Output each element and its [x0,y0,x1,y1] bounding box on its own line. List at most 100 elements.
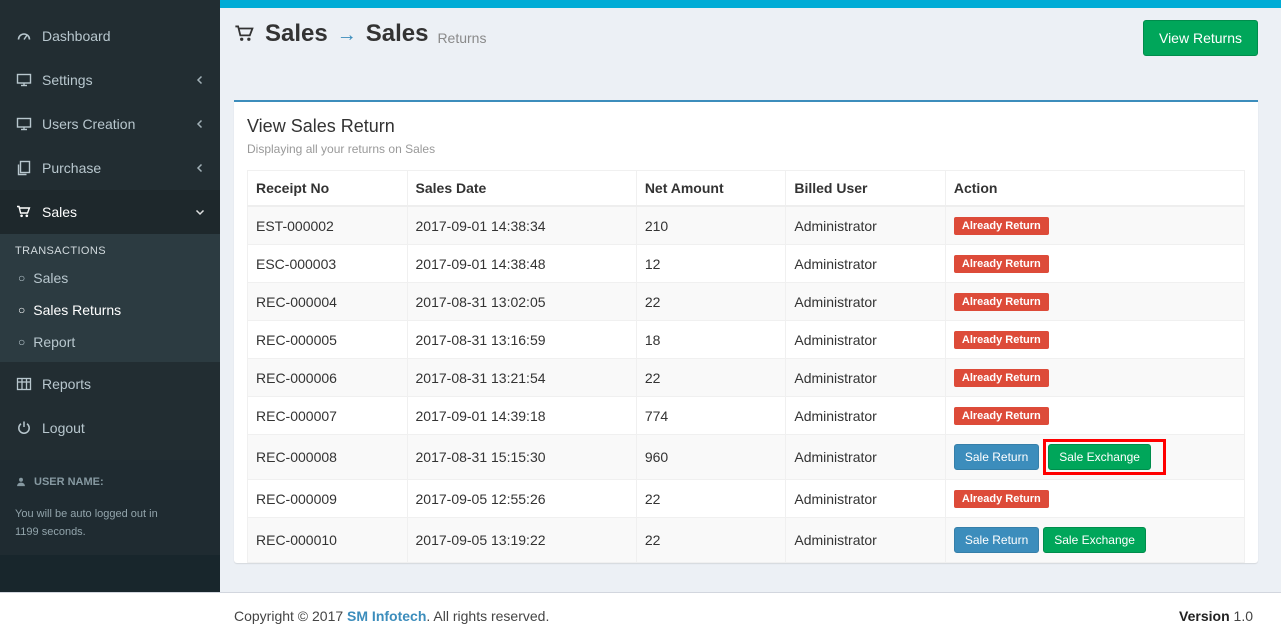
user-icon [15,476,27,488]
column-header-receipt: Receipt No [247,170,408,207]
card-header: View Sales Return Displaying all your re… [234,102,1258,162]
sale-exchange-button[interactable]: Sale Exchange [1048,444,1151,471]
submenu-section-label: TRANSACTIONS [15,245,106,257]
amount-cell: 22 [635,282,787,321]
table-row: REC-000006 2017-08-31 13:21:54 22 Admini… [247,358,1246,397]
receipt-cell: REC-000005 [247,320,408,359]
sales-returns-table: Receipt No Sales Date Net Amount Billed … [247,170,1246,563]
card-subtitle: Displaying all your returns on Sales [247,142,436,156]
date-cell: 2017-09-01 14:38:48 [406,244,637,283]
action-cell: Already Return [944,396,1246,435]
page-subtitle: Returns [437,30,487,46]
user-panel: USER NAME: You will be auto logged out i… [0,460,220,556]
column-header-user: Billed User [785,170,946,207]
copyright-text: Copyright © 2017 SM Infotech. All rights… [234,608,549,624]
user-cell: Administrator [785,517,946,563]
page-header: Sales → Sales Returns View Returns [220,8,1281,56]
amount-cell: 210 [635,205,787,245]
sidebar-subitem-sales-returns[interactable]: ○ Sales Returns [0,294,220,326]
action-cell: Sale Return Sale Exchange [944,517,1246,563]
sidebar-item-sales[interactable]: Sales [0,190,220,234]
page-title: Sales [265,20,328,47]
sales-submenu: TRANSACTIONS ○ Sales ○ Sales Returns ○ R… [0,234,220,362]
sidebar-item-purchase[interactable]: Purchase [0,146,220,190]
receipt-cell: REC-000006 [247,358,408,397]
date-cell: 2017-08-31 13:16:59 [406,320,637,359]
sidebar-item-logout[interactable]: Logout [0,406,220,450]
card-title: View Sales Return [247,116,395,136]
action-cell: Already Return [944,205,1246,245]
dashboard-icon [15,28,32,44]
table-icon [15,376,32,392]
sale-exchange-button[interactable]: Sale Exchange [1043,527,1146,553]
arrow-right-icon: → [336,23,357,46]
power-icon [15,420,32,436]
company-link[interactable]: SM Infotech [347,608,427,624]
amount-cell: 12 [635,244,787,283]
already-return-badge: Already Return [953,331,1049,349]
files-icon [15,160,32,176]
table-row: REC-000004 2017-08-31 13:02:05 22 Admini… [247,282,1246,321]
cart-icon [234,23,256,45]
sale-return-button[interactable]: Sale Return [953,527,1040,553]
chevron-down-icon [195,207,205,217]
amount-cell: 960 [635,434,787,480]
action-cell: Sale Return Sale Exchange [944,434,1246,480]
page-title-secondary: Sales [365,20,429,47]
date-cell: 2017-09-01 14:39:18 [406,396,637,435]
sidebar-item-reports[interactable]: Reports [0,362,220,406]
sales-return-card: View Sales Return Displaying all your re… [234,100,1258,563]
already-return-badge: Already Return [953,490,1049,508]
user-cell: Administrator [785,396,946,435]
sidebar-item-label: Purchase [42,160,102,176]
cart-icon [15,204,32,220]
user-cell: Administrator [785,479,946,518]
sidebar-subitem-sales[interactable]: ○ Sales [0,262,220,294]
user-name-row: USER NAME: [15,476,205,488]
table-row: REC-000007 2017-09-01 14:39:18 774 Admin… [247,396,1246,435]
user-cell: Administrator [785,434,946,480]
table-row: EST-000002 2017-09-01 14:38:34 210 Admin… [247,205,1246,245]
desktop-icon [15,72,32,88]
amount-cell: 774 [635,396,787,435]
user-cell: Administrator [785,358,946,397]
sidebar-item-label: Users Creation [42,116,136,132]
date-cell: 2017-08-31 15:15:30 [406,434,637,480]
date-cell: 2017-09-05 13:19:22 [406,517,637,563]
chevron-left-icon [195,163,205,173]
content-row: Dashboard Settings Users Creation [0,0,1281,592]
column-header-date: Sales Date [406,170,637,207]
sidebar: Dashboard Settings Users Creation [0,0,220,592]
circle-icon: ○ [18,271,26,285]
receipt-cell: EST-000002 [247,205,408,245]
version-text: Version 1.0 [1179,608,1253,624]
copyright-prefix: Copyright © 2017 [234,608,348,624]
table-row: REC-000009 2017-09-05 12:55:26 22 Admini… [247,479,1246,518]
receipt-cell: REC-000010 [247,517,408,563]
sidebar-item-users-creation[interactable]: Users Creation [0,102,220,146]
column-header-amount: Net Amount [635,170,787,207]
amount-cell: 22 [635,358,787,397]
sale-return-button[interactable]: Sale Return [953,444,1040,470]
view-returns-button[interactable]: View Returns [1142,20,1258,56]
sidebar-item-settings[interactable]: Settings [0,58,220,102]
action-cell: Already Return [944,282,1246,321]
receipt-cell: REC-000009 [247,479,408,518]
sidebar-subitem-report[interactable]: ○ Report [0,326,220,358]
already-return-badge: Already Return [953,293,1049,311]
amount-cell: 22 [635,479,787,518]
sidebar-item-dashboard[interactable]: Dashboard [0,14,220,58]
red-highlight-box: Sale Exchange [1043,439,1166,476]
table-row: ESC-000003 2017-09-01 14:38:48 12 Admini… [247,244,1246,283]
receipt-cell: REC-000008 [247,434,408,480]
version-value: 1.0 [1233,608,1253,624]
action-cell: Already Return [944,244,1246,283]
action-cell: Already Return [944,479,1246,518]
table-row: REC-000005 2017-08-31 13:16:59 18 Admini… [247,320,1246,359]
date-cell: 2017-08-31 13:21:54 [406,358,637,397]
already-return-badge: Already Return [953,217,1049,235]
user-cell: Administrator [785,244,946,283]
sidebar-item-label: Sales [42,204,78,220]
sidebar-filler [0,555,220,592]
